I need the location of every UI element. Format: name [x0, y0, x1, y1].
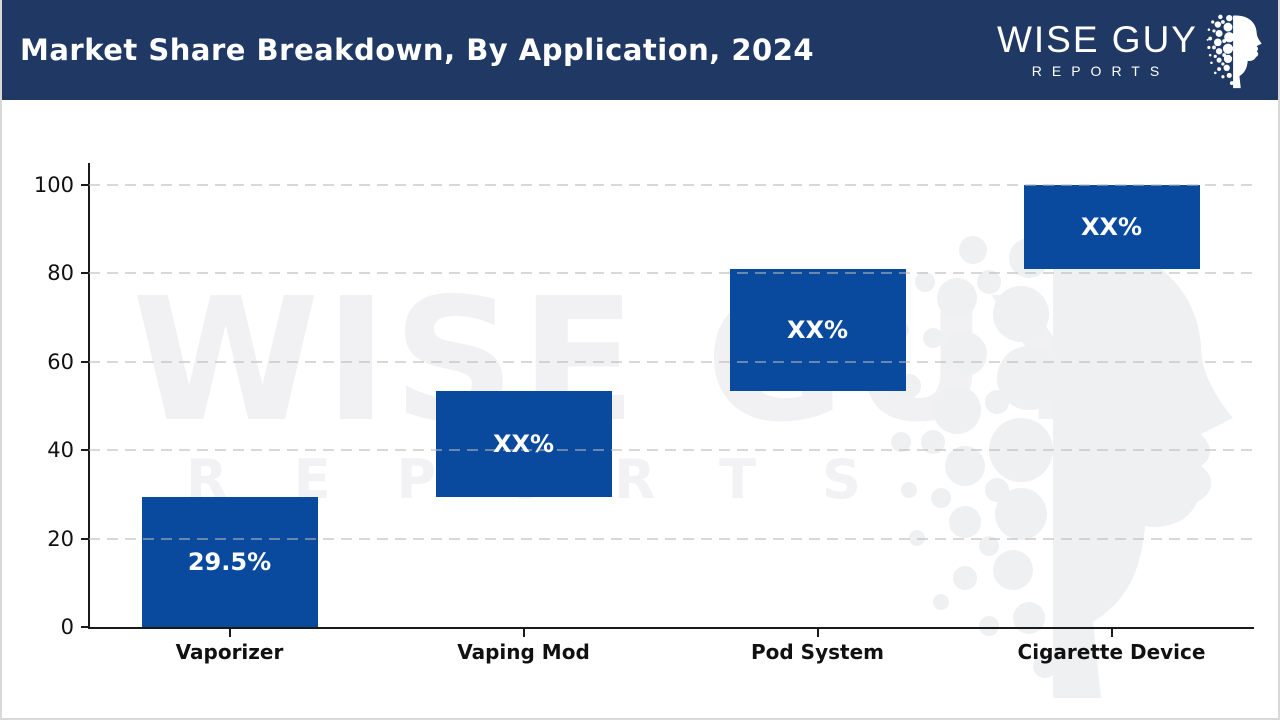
chart-area: WISE GUY REPORTS 020406080100VaporizerVa…: [0, 100, 1280, 720]
waterfall-chart: 0 20 40 60 80 100 Vaporizer Vaping Mod Pod Syste…: [0, 100, 1280, 720]
y-tick-mark: [81, 626, 89, 628]
y-tick-mark: [81, 184, 89, 186]
report-header: Market Share Breakdown, By Application, …: [0, 0, 1280, 100]
grid-line: [89, 272, 1254, 275]
x-tick-mark: [522, 629, 525, 637]
wiseguy-logo-text: WISE GUY REPORTS: [997, 21, 1198, 79]
y-axis-line: [88, 163, 90, 629]
wiseguy-head-icon: [1206, 14, 1262, 89]
x-tick-mark: [1110, 629, 1113, 637]
x-category-label: Vaporizer: [175, 640, 284, 664]
grid-line: [89, 537, 1254, 540]
x-category-label: Cigarette Device: [1017, 640, 1206, 664]
grid-line: [89, 360, 1254, 363]
logo-subtext: REPORTS: [1031, 63, 1170, 79]
wiseguy-logo: WISE GUY REPORTS: [997, 0, 1270, 100]
x-tick-mark: [228, 629, 231, 637]
y-tick-label: 0: [60, 615, 74, 639]
bar-value-label: XX%: [492, 430, 555, 458]
bar-value-label: 29.5%: [187, 547, 272, 576]
bar: [729, 268, 906, 392]
bar-value-label: XX%: [786, 316, 849, 345]
bar-value-label: XX%: [1080, 212, 1143, 241]
x-category-label: Pod System: [751, 640, 884, 664]
bar: [435, 391, 612, 497]
grid-line: [89, 184, 1254, 186]
y-tick-label: 100: [33, 173, 74, 197]
y-tick-label: 80: [47, 261, 74, 286]
y-tick-mark: [81, 449, 89, 452]
x-category-label: Vaping Mod: [457, 640, 590, 664]
grid-line: [89, 449, 1254, 452]
y-tick-label: 20: [47, 526, 74, 551]
y-tick-mark: [81, 537, 89, 540]
y-tick-mark: [81, 272, 89, 275]
bar: [141, 496, 318, 627]
logo-wordmark: WISE GUY: [996, 19, 1198, 60]
page-title: Market Share Breakdown, By Application, …: [20, 33, 815, 67]
y-tick-label: 40: [47, 438, 74, 463]
y-tick-label: 60: [47, 349, 74, 374]
y-tick-mark: [81, 360, 89, 363]
x-tick-mark: [816, 629, 819, 637]
x-axis-line: [88, 627, 1254, 629]
